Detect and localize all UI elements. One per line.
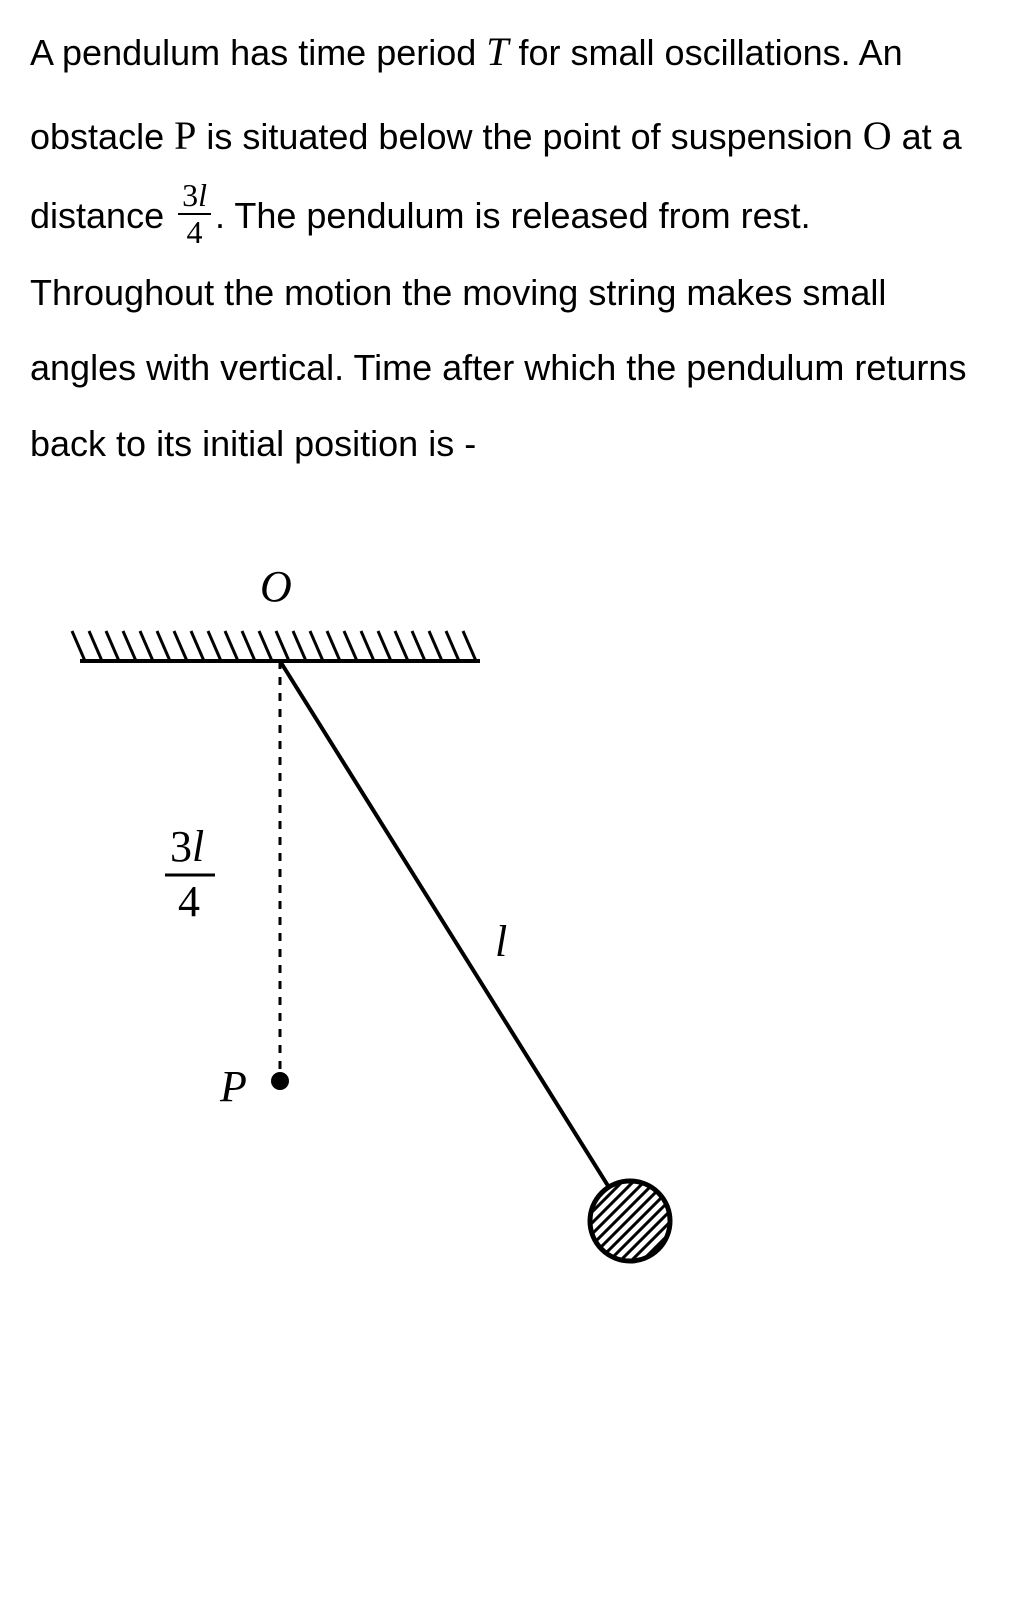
pendulum-bob xyxy=(510,1181,744,1261)
question-part-1: A pendulum has time period xyxy=(30,32,486,73)
fraction-3l-over-4: 3l4 xyxy=(178,178,211,250)
fraction-numerator: 3l xyxy=(178,178,211,215)
label-P: P xyxy=(219,1062,247,1111)
ceiling-hatch xyxy=(72,631,476,661)
fraction-denominator: 4 xyxy=(178,215,211,250)
label-3l-over-4: 3 l 4 xyxy=(165,822,215,926)
symbol-T: T xyxy=(486,29,508,74)
pendulum-string xyxy=(280,661,630,1221)
label-l: l xyxy=(495,917,507,966)
svg-text:3: 3 xyxy=(170,822,192,871)
symbol-P: P xyxy=(174,113,196,158)
question-part-3: is situated below the point of suspensio… xyxy=(196,116,862,157)
question-text: A pendulum has time period T for small o… xyxy=(30,10,994,481)
symbol-O: O xyxy=(863,113,892,158)
svg-text:4: 4 xyxy=(178,877,200,926)
pendulum-diagram: O P l 3 l 4 xyxy=(60,541,760,1341)
label-O: O xyxy=(260,562,292,611)
svg-text:l: l xyxy=(192,822,204,871)
obstacle-point-P xyxy=(271,1072,289,1090)
